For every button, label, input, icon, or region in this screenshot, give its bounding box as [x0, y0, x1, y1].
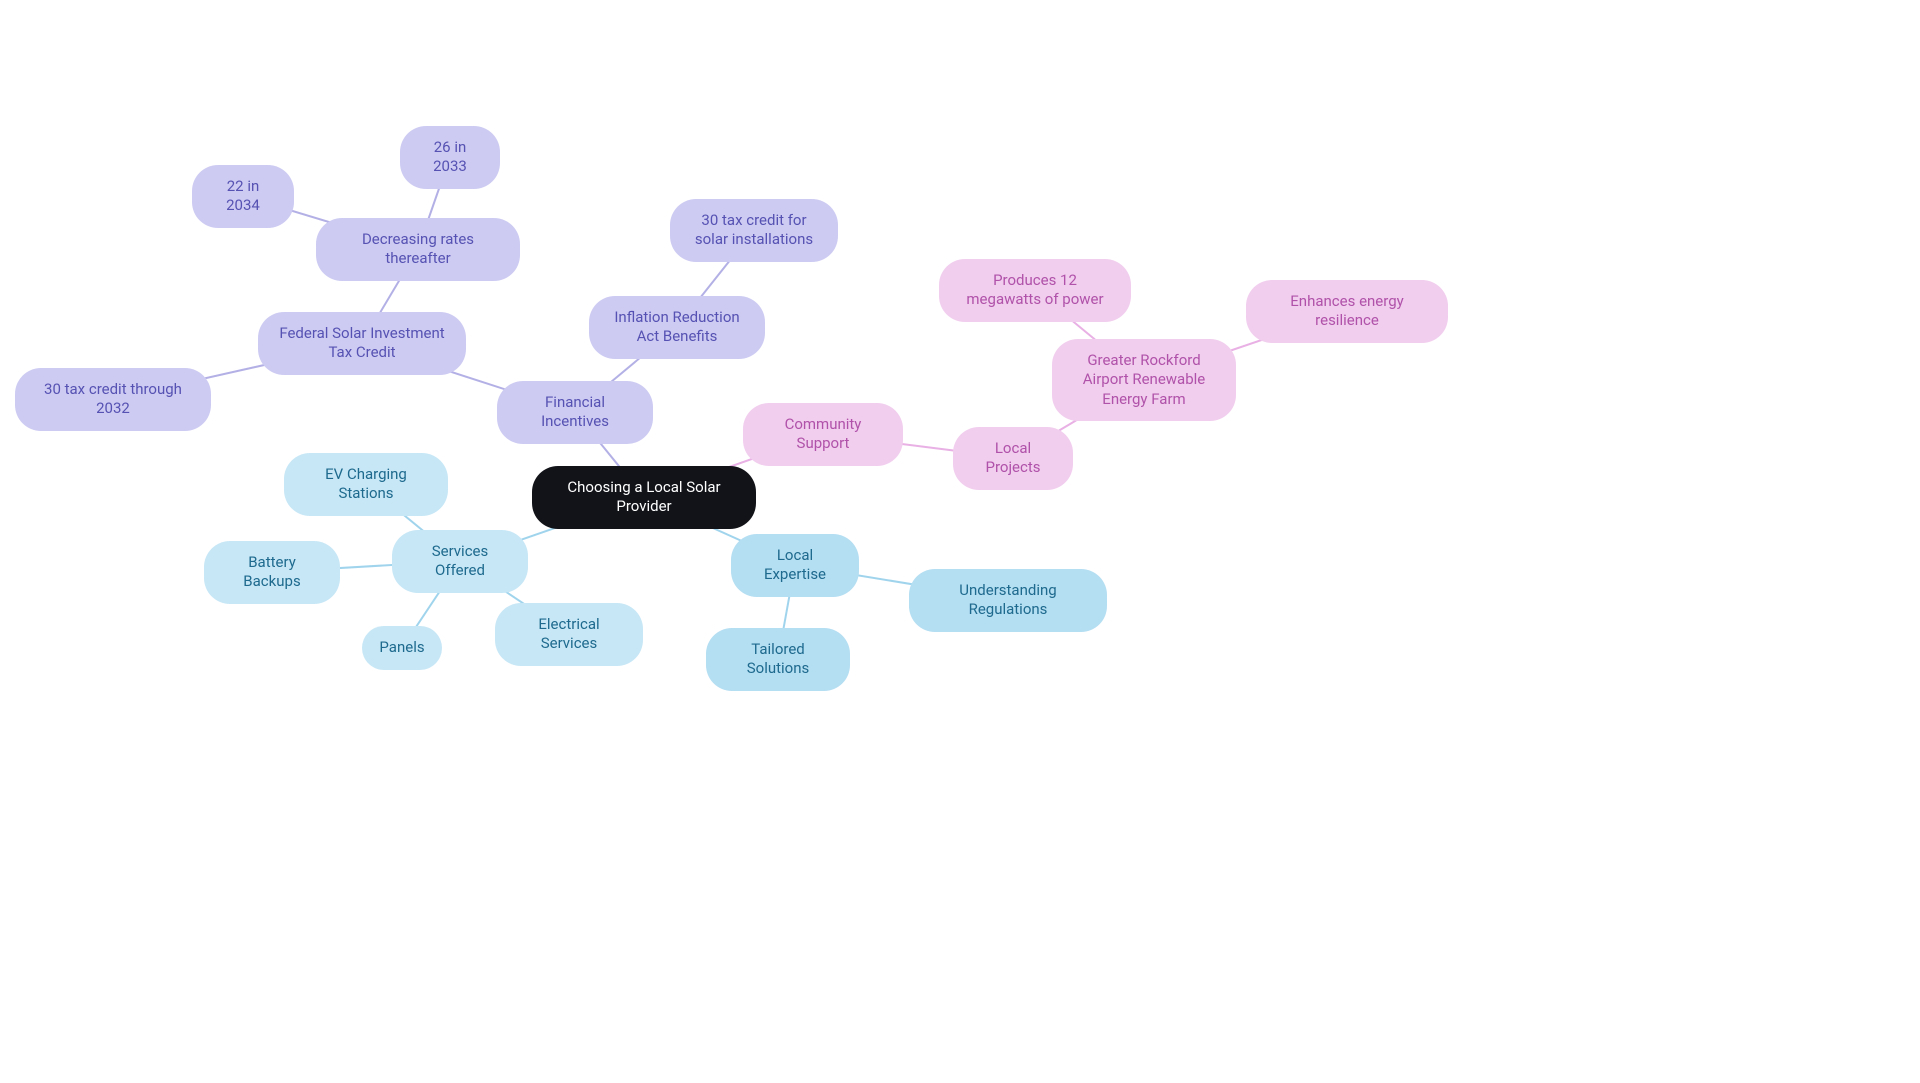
- node-fin_ira_30: 30 tax credit for solar installations: [670, 199, 838, 262]
- node-srv_pan: Panels: [362, 626, 442, 670]
- node-fin: Financial Incentives: [497, 381, 653, 444]
- node-label: 30 tax credit for solar installations: [690, 211, 818, 250]
- node-label: Battery Backups: [224, 553, 320, 592]
- node-label: Greater Rockford Airport Renewable Energ…: [1072, 351, 1216, 410]
- node-label: Understanding Regulations: [929, 581, 1087, 620]
- node-label: Produces 12 megawatts of power: [959, 271, 1111, 310]
- node-srv_elec: Electrical Services: [495, 603, 643, 666]
- node-label: 22 in 2034: [212, 177, 274, 216]
- node-loc_tail: Tailored Solutions: [706, 628, 850, 691]
- node-fin_fed_dec_26: 26 in 2033: [400, 126, 500, 189]
- node-loc_reg: Understanding Regulations: [909, 569, 1107, 632]
- node-srv_ev: EV Charging Stations: [284, 453, 448, 516]
- node-com: Community Support: [743, 403, 903, 466]
- node-com_proj_farm: Greater Rockford Airport Renewable Energ…: [1052, 339, 1236, 422]
- node-label: Decreasing rates thereafter: [336, 230, 500, 269]
- node-com_proj: Local Projects: [953, 427, 1073, 490]
- node-label: Tailored Solutions: [726, 640, 830, 679]
- node-com_proj_farm_res: Enhances energy resilience: [1246, 280, 1448, 343]
- node-label: Electrical Services: [515, 615, 623, 654]
- node-fin_fed_dec_22: 22 in 2034: [192, 165, 294, 228]
- node-fin_fed_dec: Decreasing rates thereafter: [316, 218, 520, 281]
- node-label: Enhances energy resilience: [1266, 292, 1428, 331]
- node-label: Community Support: [763, 415, 883, 454]
- node-com_proj_farm_12: Produces 12 megawatts of power: [939, 259, 1131, 322]
- node-label: Local Projects: [973, 439, 1053, 478]
- node-label: Services Offered: [412, 542, 508, 581]
- node-label: Panels: [379, 638, 424, 658]
- node-srv: Services Offered: [392, 530, 528, 593]
- node-loc: Local Expertise: [731, 534, 859, 597]
- node-fin_fed: Federal Solar Investment Tax Credit: [258, 312, 466, 375]
- node-label: Federal Solar Investment Tax Credit: [278, 324, 446, 363]
- node-label: Choosing a Local Solar Provider: [552, 478, 736, 517]
- node-label: Inflation Reduction Act Benefits: [609, 308, 745, 347]
- node-fin_ira: Inflation Reduction Act Benefits: [589, 296, 765, 359]
- node-label: 26 in 2033: [420, 138, 480, 177]
- node-label: Financial Incentives: [517, 393, 633, 432]
- node-label: 30 tax credit through 2032: [35, 380, 191, 419]
- node-fin_fed_30: 30 tax credit through 2032: [15, 368, 211, 431]
- node-srv_bat: Battery Backups: [204, 541, 340, 604]
- node-label: Local Expertise: [751, 546, 839, 585]
- node-root: Choosing a Local Solar Provider: [532, 466, 756, 529]
- node-label: EV Charging Stations: [304, 465, 428, 504]
